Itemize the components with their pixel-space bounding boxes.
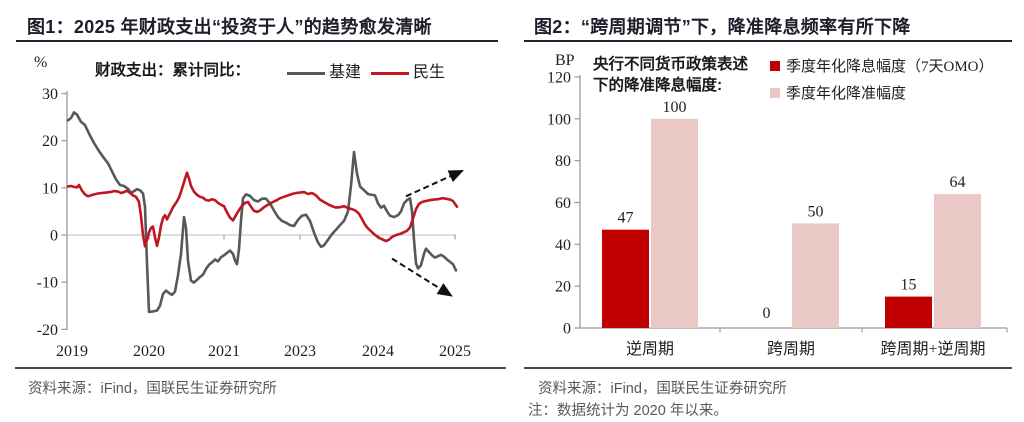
trend-down-arrow xyxy=(391,257,453,297)
left-x-tick-label: 2019 xyxy=(56,343,88,360)
right-source-text: 资料来源：iFind，国联民生证券研究所 xyxy=(538,381,787,397)
right-y-tick-label: 100 xyxy=(547,111,571,128)
category-label: 跨周期+逆周期 xyxy=(880,340,985,358)
legend-item-rate-cut: 季度年化降息幅度（7天OMO） xyxy=(770,55,994,76)
right-y-tick-label: 120 xyxy=(547,69,571,86)
right-y-tick-label: 0 xyxy=(563,321,571,338)
bar-value-label: 50 xyxy=(808,203,824,220)
left-source-text: 资料来源：iFind，国联民生证券研究所 xyxy=(28,381,277,397)
left-footer-rule xyxy=(15,367,506,369)
bar-rrr-cut xyxy=(792,223,839,328)
left-y-tick-label: 20 xyxy=(42,133,58,150)
left-chart-title: 图1：2025 年财政支出“投资于人”的趋势愈发清晰 xyxy=(27,17,432,37)
legend-label-infrastructure: 基建 xyxy=(329,64,362,81)
left-x-tick-label: 2025 xyxy=(439,343,471,360)
right-y-tick-label: 20 xyxy=(555,279,571,296)
right-chart-title: 图2：“跨周期调节”下，降准降息频率有所下降 xyxy=(534,17,911,37)
left-title-rule xyxy=(16,40,498,42)
bar-rate-cut xyxy=(885,296,932,328)
category-label: 跨周期 xyxy=(767,340,815,358)
right-footer-rule xyxy=(524,367,1012,369)
legend-swatch-livelihood xyxy=(371,72,409,75)
legend-swatch-rate-cut xyxy=(770,60,780,71)
legend-label-rrr-cut: 季度年化降准幅度 xyxy=(786,86,907,102)
category-label: 逆周期 xyxy=(626,340,674,358)
bar-value-label: 15 xyxy=(901,277,917,294)
left-unit-label: % xyxy=(34,54,48,71)
left-y-tick-label: 30 xyxy=(42,86,58,103)
legend-item-rrr-cut: 季度年化降准幅度 xyxy=(770,82,906,103)
right-note-text: 注：数据统计为 2020 年以来。 xyxy=(528,403,728,419)
trend-up-arrow xyxy=(405,169,465,198)
left-y-tick-label: -20 xyxy=(37,322,58,339)
livelihood-line xyxy=(66,171,459,248)
left-y-tick-label: 0 xyxy=(50,228,58,245)
left-y-tick-label: -10 xyxy=(37,275,58,292)
right-y-tick-label: 60 xyxy=(555,195,571,212)
legend-label-rate-cut: 季度年化降息幅度（7天OMO） xyxy=(786,59,994,75)
bar-value-label: 47 xyxy=(618,210,634,227)
infrastructure-line xyxy=(66,111,458,314)
right-legend-title-line2: 下的降准降息幅度: xyxy=(593,77,723,94)
bar-rate-cut xyxy=(602,229,649,328)
legend-swatch-infrastructure xyxy=(287,72,325,75)
right-y-tick-label: 80 xyxy=(555,153,571,170)
bar-value-label: 100 xyxy=(663,99,687,116)
left-y-tick-label: 10 xyxy=(42,180,58,197)
bar-value-label: 0 xyxy=(763,305,771,322)
bar-value-label: 64 xyxy=(950,174,966,191)
right-y-tick-label: 40 xyxy=(555,237,571,254)
left-legend-title: 财政支出：累计同比： xyxy=(95,62,251,79)
left-x-tick-label: 2020 xyxy=(133,343,165,360)
left-x-tick-label: 2023 xyxy=(284,343,316,360)
bar-rrr-cut xyxy=(934,194,981,328)
legend-swatch-rrr-cut xyxy=(770,87,780,98)
legend-label-livelihood: 民生 xyxy=(413,64,446,81)
bar-rrr-cut xyxy=(651,118,698,328)
left-x-tick-label: 2024 xyxy=(362,343,394,360)
right-title-rule xyxy=(524,40,1012,42)
right-legend-title-line1: 央行不同货币政策表述 xyxy=(593,56,749,73)
left-x-tick-label: 2021 xyxy=(208,343,240,360)
right-unit-label: BP xyxy=(555,52,575,69)
